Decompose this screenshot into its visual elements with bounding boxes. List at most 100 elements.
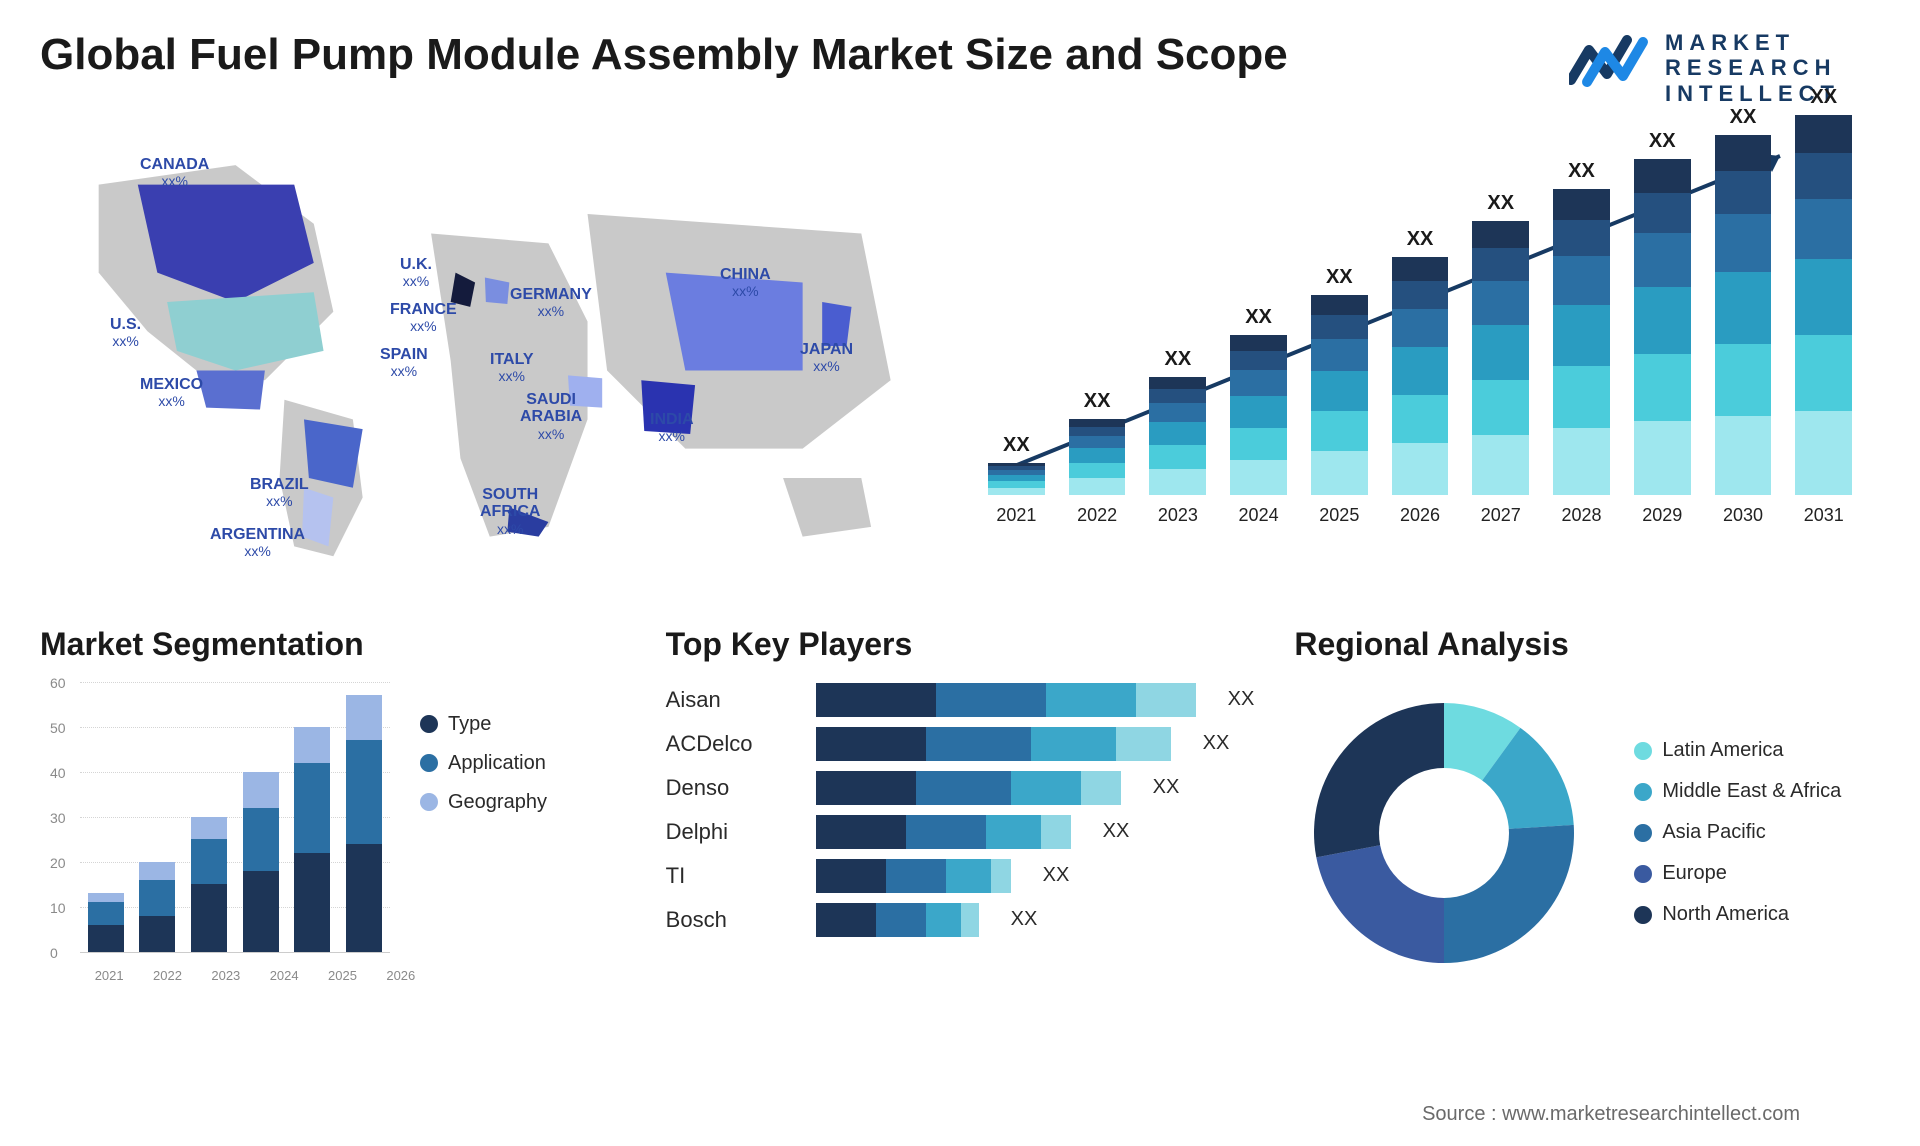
player-bar — [816, 771, 1121, 805]
segmentation-legend-item: Application — [420, 752, 547, 775]
logo-icon — [1569, 30, 1653, 90]
player-row: Denso XX — [666, 771, 1255, 805]
map-country-label: JAPANxx% — [800, 341, 853, 376]
segmentation-bar — [88, 893, 124, 952]
player-row: Delphi XX — [666, 815, 1255, 849]
growth-bar-value: XX — [1487, 192, 1514, 215]
segmentation-section: Market Segmentation 0102030405060 202120… — [40, 626, 626, 983]
segmentation-chart: 0102030405060 202120222023202420252026 — [40, 683, 390, 983]
map-country-label: CANADAxx% — [140, 156, 209, 191]
player-value: XX — [1228, 688, 1255, 711]
player-bar — [816, 903, 979, 937]
regional-legend-item: Middle East & Africa — [1634, 780, 1841, 803]
growth-bar-year: 2030 — [1723, 505, 1763, 526]
player-name: TI — [666, 863, 796, 889]
player-row: Bosch XX — [666, 903, 1255, 937]
player-value: XX — [1203, 732, 1230, 755]
growth-bar-year: 2023 — [1158, 505, 1198, 526]
growth-bar: XX 2022 — [1061, 390, 1134, 526]
growth-chart-panel: XX2021XX2022XX2023XX2024XX2025XX2026XX20… — [960, 126, 1880, 586]
player-row: ACDelco XX — [666, 727, 1255, 761]
growth-bar-value: XX — [1003, 434, 1030, 457]
player-value: XX — [1011, 908, 1038, 931]
growth-bar-year: 2025 — [1319, 505, 1359, 526]
growth-bar-value: XX — [1649, 130, 1676, 153]
segmentation-legend: Type Application Geography — [420, 713, 547, 814]
growth-bar: XX 2031 — [1787, 86, 1860, 526]
players-heading: Top Key Players — [666, 626, 1255, 663]
map-country-label: GERMANYxx% — [510, 286, 592, 321]
regional-donut — [1294, 683, 1594, 983]
growth-bar: XX 2029 — [1626, 130, 1699, 526]
growth-bar-year: 2022 — [1077, 505, 1117, 526]
regional-legend-item: North America — [1634, 903, 1841, 926]
map-country-label: MEXICOxx% — [140, 376, 203, 411]
player-bar — [816, 815, 1071, 849]
logo-text-2: RESEARCH — [1665, 55, 1840, 80]
growth-bar-value: XX — [1810, 86, 1837, 109]
growth-bar: XX2024 — [1222, 306, 1295, 526]
map-country-label: INDIAxx% — [650, 411, 694, 446]
segmentation-heading: Market Segmentation — [40, 626, 626, 663]
map-country-label: BRAZILxx% — [250, 476, 309, 511]
map-country-label: FRANCExx% — [390, 301, 457, 336]
growth-bar-value: XX — [1407, 228, 1434, 251]
page-title: Global Fuel Pump Module Assembly Market … — [40, 30, 1288, 80]
source-attribution: Source : www.marketresearchintellect.com — [1422, 1103, 1800, 1126]
growth-bar-value: XX — [1084, 390, 1111, 413]
logo-text-1: MARKET — [1665, 30, 1840, 55]
players-section: Top Key Players AisanXXACDelcoXXDensoXXD… — [666, 626, 1255, 983]
player-value: XX — [1153, 776, 1180, 799]
map-country-label: CHINAxx% — [720, 266, 771, 301]
map-country-label: SAUDIARABIAxx% — [520, 391, 582, 444]
map-country-label: SOUTHAFRICAxx% — [480, 486, 540, 539]
growth-bar: XX 2030 — [1707, 106, 1780, 526]
regional-legend-item: Asia Pacific — [1634, 821, 1841, 844]
growth-bar: XX 2027 — [1464, 192, 1537, 526]
player-bar — [816, 859, 1011, 893]
growth-bar-year: 2028 — [1561, 505, 1601, 526]
growth-bar: XX 2023 — [1141, 348, 1214, 526]
segmentation-bar — [346, 695, 382, 952]
regional-legend-item: Europe — [1634, 862, 1841, 885]
player-row: Aisan XX — [666, 683, 1255, 717]
regional-heading: Regional Analysis — [1294, 626, 1880, 663]
growth-bar-value: XX — [1326, 266, 1353, 289]
player-row: TI XX — [666, 859, 1255, 893]
player-name: Bosch — [666, 907, 796, 933]
growth-bar: XX 2026 — [1384, 228, 1457, 526]
segmentation-legend-item: Type — [420, 713, 547, 736]
player-value: XX — [1103, 820, 1130, 843]
segmentation-bar — [191, 817, 227, 952]
regional-section: Regional Analysis Latin America Middle Ea… — [1294, 626, 1880, 983]
segmentation-bar — [294, 727, 330, 952]
growth-bar-value: XX — [1164, 348, 1191, 371]
growth-bar-year: 2021 — [996, 505, 1036, 526]
segmentation-legend-item: Geography — [420, 791, 547, 814]
world-map-panel: CANADAxx% U.S.xx% MEXICOxx% BRAZILxx% ARGENT… — [40, 126, 920, 586]
map-country-label: ARGENTINAxx% — [210, 526, 305, 561]
growth-bar-value: XX — [1730, 106, 1757, 129]
player-value: XX — [1043, 864, 1070, 887]
segmentation-bar — [139, 862, 175, 952]
regional-legend-item: Latin America — [1634, 739, 1841, 762]
growth-bar-year: 2027 — [1481, 505, 1521, 526]
player-name: Denso — [666, 775, 796, 801]
map-country-label: SPAINxx% — [380, 346, 428, 381]
growth-bar: XX 2021 — [980, 434, 1053, 526]
player-name: ACDelco — [666, 731, 796, 757]
map-country-label: U.S.xx% — [110, 316, 141, 351]
player-bar — [816, 683, 1196, 717]
player-name: Aisan — [666, 687, 796, 713]
map-country-label: U.K.xx% — [400, 256, 432, 291]
growth-bar-year: 2029 — [1642, 505, 1682, 526]
growth-bar: XX 2025 — [1303, 266, 1376, 526]
player-name: Delphi — [666, 819, 796, 845]
map-country-label: ITALYxx% — [490, 351, 534, 386]
growth-bar-year: 2026 — [1400, 505, 1440, 526]
segmentation-bar — [243, 772, 279, 952]
regional-legend: Latin America Middle East & Africa Asia Pa… — [1634, 739, 1841, 926]
growth-bar-value: XX — [1568, 160, 1595, 183]
growth-bar-year: 2024 — [1239, 505, 1279, 526]
growth-bar-year: 2031 — [1804, 505, 1844, 526]
